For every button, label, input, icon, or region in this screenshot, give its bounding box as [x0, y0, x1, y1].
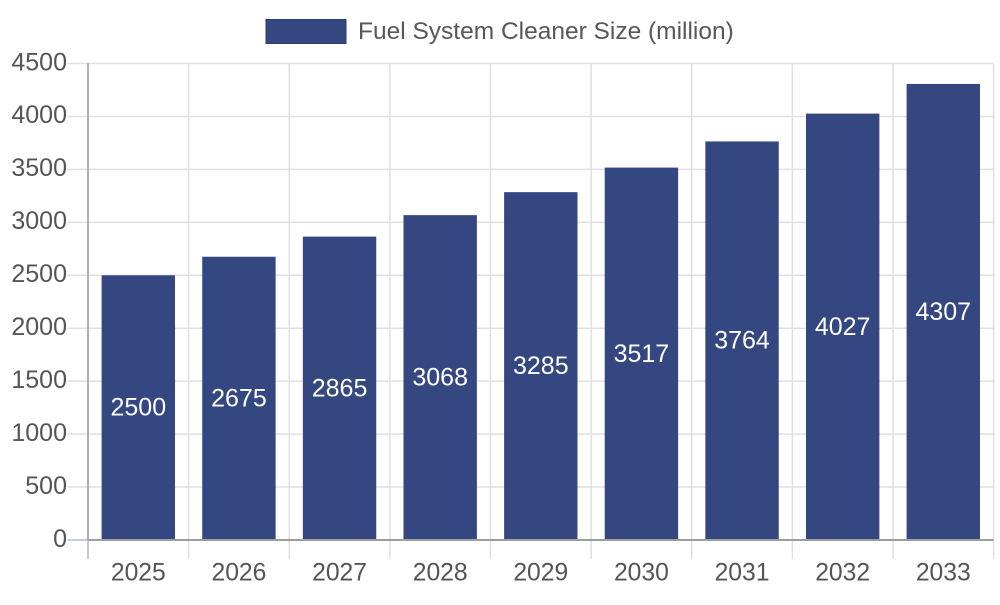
- svg-text:2500: 2500: [110, 394, 166, 422]
- svg-text:3517: 3517: [614, 340, 670, 368]
- svg-text:3764: 3764: [714, 327, 770, 355]
- svg-text:Fuel System Cleaner Size (mill: Fuel System Cleaner Size (million): [358, 18, 734, 45]
- svg-text:4027: 4027: [815, 313, 871, 341]
- svg-text:2030: 2030: [614, 560, 669, 587]
- svg-text:2000: 2000: [11, 313, 67, 341]
- svg-text:2025: 2025: [111, 560, 166, 587]
- svg-text:2865: 2865: [312, 374, 368, 402]
- svg-text:4000: 4000: [11, 101, 67, 129]
- svg-text:4307: 4307: [915, 298, 971, 326]
- svg-text:2032: 2032: [815, 560, 870, 587]
- svg-text:1500: 1500: [11, 366, 67, 394]
- svg-text:0: 0: [53, 525, 67, 553]
- svg-text:2031: 2031: [715, 560, 770, 587]
- svg-text:2500: 2500: [11, 260, 67, 288]
- svg-text:2029: 2029: [513, 560, 568, 587]
- svg-text:500: 500: [25, 472, 67, 500]
- svg-text:1000: 1000: [11, 419, 67, 447]
- svg-text:3000: 3000: [11, 207, 67, 235]
- svg-text:3285: 3285: [513, 352, 569, 380]
- svg-text:4500: 4500: [11, 48, 67, 76]
- svg-text:2028: 2028: [413, 560, 468, 587]
- svg-text:3500: 3500: [11, 154, 67, 182]
- svg-text:2026: 2026: [211, 560, 266, 587]
- svg-text:2675: 2675: [211, 384, 267, 412]
- svg-text:2027: 2027: [312, 560, 367, 587]
- svg-text:3068: 3068: [412, 364, 468, 392]
- svg-text:2033: 2033: [916, 560, 971, 587]
